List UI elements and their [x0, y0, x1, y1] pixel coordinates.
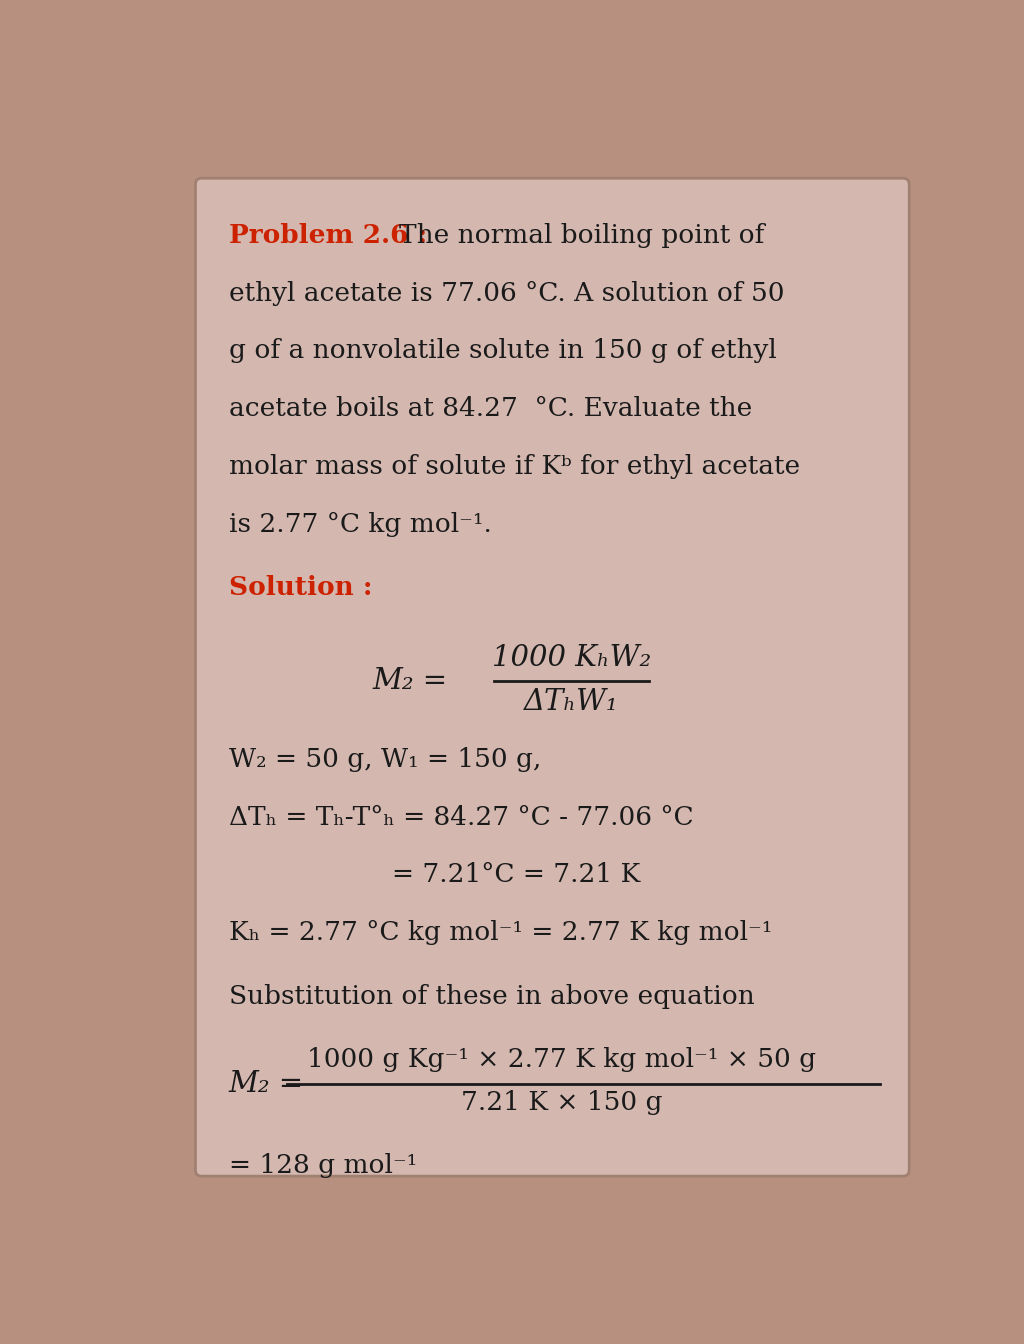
Text: = 128 g mol⁻¹: = 128 g mol⁻¹: [228, 1153, 417, 1179]
Text: M₂ =: M₂ =: [228, 1070, 304, 1098]
Text: = 7.21°C = 7.21 K: = 7.21°C = 7.21 K: [391, 863, 640, 887]
Text: Substitution of these in above equation: Substitution of these in above equation: [228, 984, 755, 1008]
Text: W₂ = 50 g, W₁ = 150 g,: W₂ = 50 g, W₁ = 150 g,: [228, 747, 541, 771]
Text: molar mass of solute if Kᵇ for ethyl acetate: molar mass of solute if Kᵇ for ethyl ace…: [228, 454, 800, 478]
Text: Solution :: Solution :: [228, 575, 373, 601]
Text: M₂ =: M₂ =: [372, 668, 447, 695]
Text: ethyl acetate is 77.06 °C. A solution of 50: ethyl acetate is 77.06 °C. A solution of…: [228, 281, 784, 305]
Text: g of a nonvolatile solute in 150 g of ethyl: g of a nonvolatile solute in 150 g of et…: [228, 339, 776, 363]
Text: Problem 2.6 :: Problem 2.6 :: [228, 223, 427, 247]
Text: ΔTₕW₁: ΔTₕW₁: [524, 688, 618, 715]
Text: acetate boils at 84.27  °C. Evaluate the: acetate boils at 84.27 °C. Evaluate the: [228, 396, 752, 421]
FancyBboxPatch shape: [196, 179, 909, 1176]
Text: 1000 g Kg⁻¹ × 2.77 K kg mol⁻¹ × 50 g: 1000 g Kg⁻¹ × 2.77 K kg mol⁻¹ × 50 g: [307, 1047, 816, 1073]
Text: ΔTₕ = Tₕ-T°ₕ = 84.27 °C - 77.06 °C: ΔTₕ = Tₕ-T°ₕ = 84.27 °C - 77.06 °C: [228, 805, 693, 829]
Text: The normal boiling point of: The normal boiling point of: [399, 223, 765, 247]
Text: Kₕ = 2.77 °C kg mol⁻¹ = 2.77 K kg mol⁻¹: Kₕ = 2.77 °C kg mol⁻¹ = 2.77 K kg mol⁻¹: [228, 921, 772, 945]
Text: 1000 KₕW₂: 1000 KₕW₂: [492, 645, 651, 672]
Text: is 2.77 °C kg mol⁻¹.: is 2.77 °C kg mol⁻¹.: [228, 512, 492, 536]
Text: 7.21 K × 150 g: 7.21 K × 150 g: [461, 1090, 663, 1116]
